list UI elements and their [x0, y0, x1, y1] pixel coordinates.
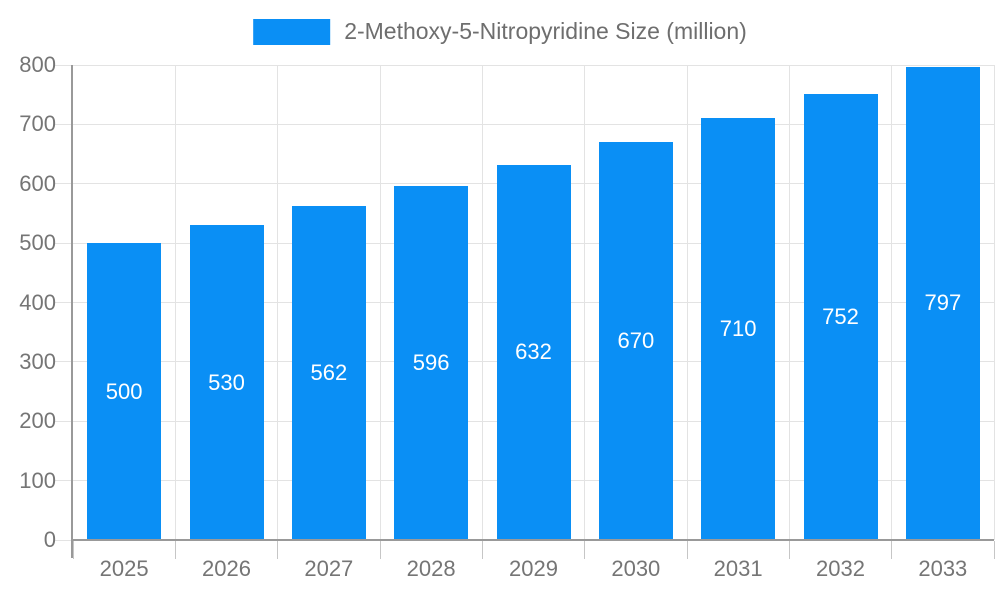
x-tick-label: 2028	[406, 556, 456, 581]
x-axis-line	[73, 539, 994, 541]
bar-2025[interactable]: 500	[87, 243, 162, 540]
gridline-v	[379, 65, 381, 540]
x-axis-tick	[174, 541, 176, 559]
x-axis-tick	[788, 541, 790, 559]
x-tick-label: 2032	[816, 556, 865, 581]
x-axis-tick	[584, 541, 586, 559]
y-tick-label: 200	[19, 408, 56, 434]
legend: 2-Methoxy-5-Nitropyridine Size (million)	[253, 18, 747, 45]
bar-2032[interactable]: 752	[803, 93, 878, 540]
gridline-v	[277, 65, 279, 540]
bar-value-label: 562	[310, 360, 348, 386]
gridline-h	[55, 64, 994, 66]
x-axis-tick	[379, 541, 381, 559]
gridline-v	[993, 65, 995, 540]
gridline-v	[174, 65, 176, 540]
plot-area: 500 530 562 596 632 670 710 752 797	[55, 64, 995, 541]
bar-2027[interactable]: 562	[291, 206, 366, 540]
x-axis-tick	[277, 541, 279, 559]
bar-value-label: 752	[822, 303, 859, 329]
y-axis-line	[71, 65, 73, 558]
bar-value-label: 500	[105, 378, 143, 404]
bar-2029[interactable]: 632	[496, 164, 571, 540]
x-tick-label: 2026	[202, 556, 251, 581]
bar-value-label: 797	[924, 290, 962, 316]
gridline-v	[686, 65, 688, 540]
bar-2026[interactable]: 530	[189, 225, 264, 540]
y-tick-label: 0	[43, 527, 56, 552]
bar-2028[interactable]: 596	[394, 186, 469, 540]
x-axis-tick	[72, 541, 74, 559]
y-tick-label: 100	[19, 467, 56, 493]
x-tick-label: 2027	[304, 556, 354, 581]
legend-swatch	[253, 18, 331, 45]
x-tick-label: 2031	[713, 556, 763, 581]
legend-label: 2-Methoxy-5-Nitropyridine Size (million)	[344, 18, 747, 44]
gridline-v	[788, 65, 790, 540]
bar-2030[interactable]: 670	[598, 142, 673, 540]
gridline-h	[55, 123, 994, 125]
y-tick-label: 700	[19, 111, 56, 137]
y-tick-label: 800	[19, 52, 56, 77]
x-axis-tick	[993, 541, 995, 559]
bar-2033[interactable]: 797	[905, 66, 980, 540]
y-tick-label: 500	[19, 230, 56, 256]
x-tick-label: 2033	[918, 556, 968, 581]
x-axis-tick	[891, 541, 893, 559]
y-tick-label: 400	[19, 289, 56, 315]
bar-2031[interactable]: 710	[701, 118, 776, 540]
x-tick-label: 2029	[509, 556, 558, 581]
x-tick-label: 2030	[611, 556, 661, 581]
bar-value-label: 710	[719, 316, 757, 342]
bar-value-label: 530	[208, 369, 245, 395]
x-axis-tick	[481, 541, 483, 559]
gridline-v	[891, 65, 893, 540]
bar-value-label: 632	[515, 339, 552, 365]
gridline-v	[481, 65, 483, 540]
x-tick-label: 2025	[99, 556, 149, 581]
y-tick-label: 600	[19, 170, 56, 196]
x-axis-tick	[686, 541, 688, 559]
bar-value-label: 670	[617, 328, 655, 354]
gridline-v	[584, 65, 586, 540]
y-tick-label: 300	[19, 348, 56, 374]
bar-value-label: 596	[412, 350, 450, 376]
